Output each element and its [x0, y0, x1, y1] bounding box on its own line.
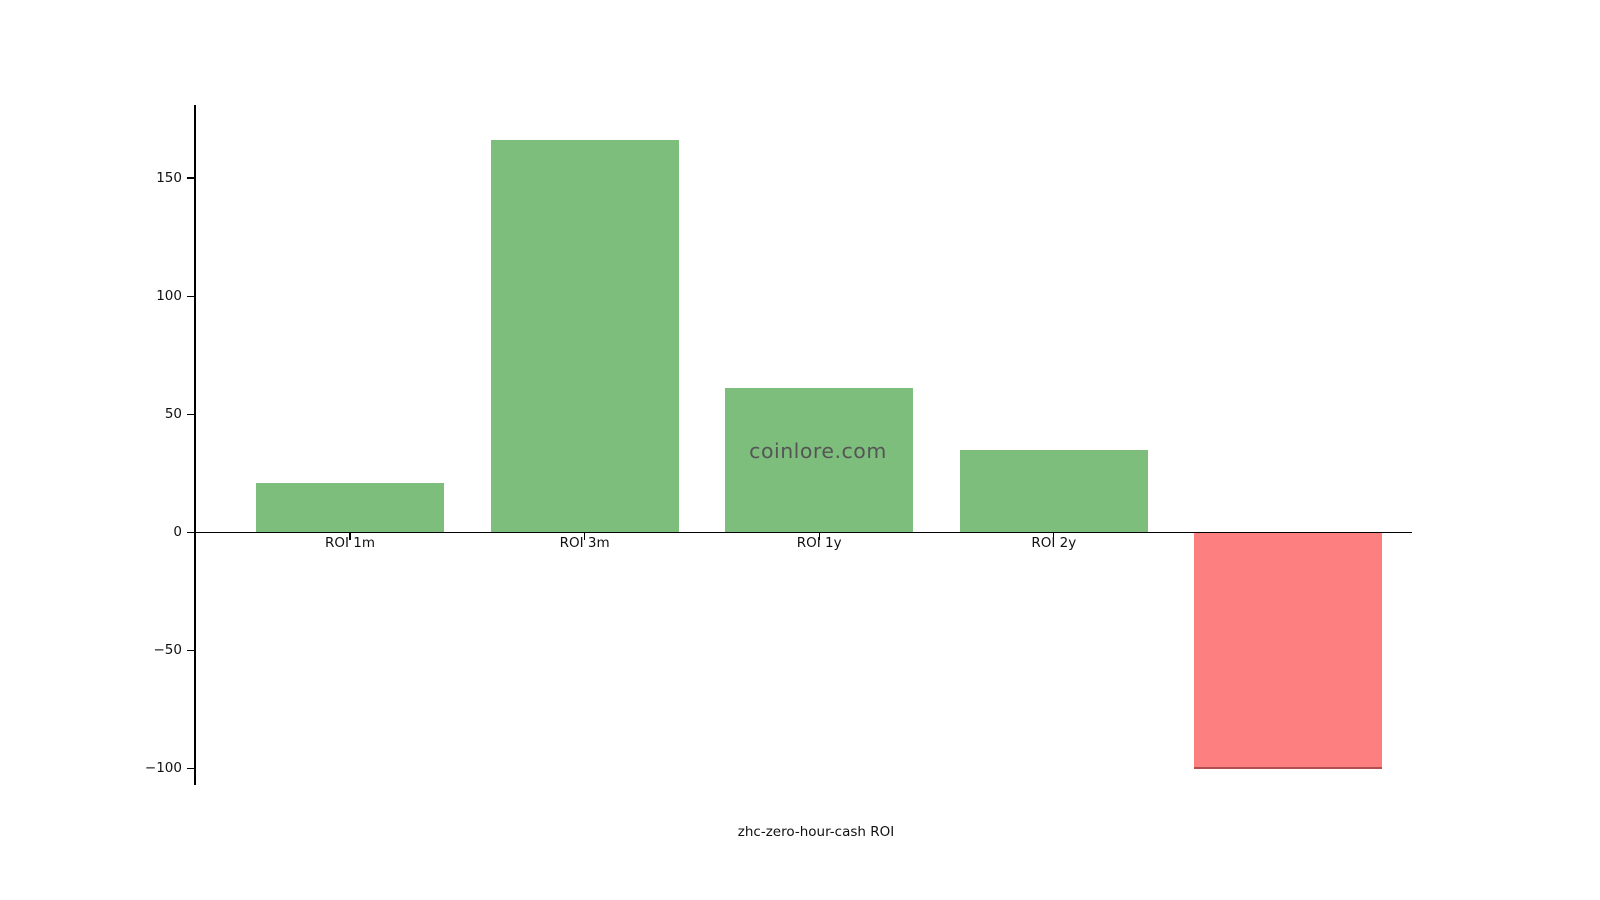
- x-tick-label: ROI 3m: [559, 534, 610, 551]
- y-tick: [187, 649, 194, 652]
- x-tick: [583, 532, 586, 541]
- bar: [490, 140, 679, 533]
- y-tick: [187, 295, 194, 297]
- x-axis-title: zhc-zero-hour-cash ROI: [737, 824, 895, 840]
- x-tick: [349, 532, 351, 541]
- bar: [725, 388, 914, 533]
- x-tick-label: ROI 1y: [796, 534, 842, 551]
- y-tick-label: 50: [164, 406, 182, 423]
- y-tick: [187, 177, 194, 179]
- y-axis-spine: [194, 105, 196, 785]
- watermark: coinlore.com: [749, 439, 887, 463]
- y-tick-label: −100: [144, 760, 182, 777]
- y-tick-label: 150: [156, 170, 182, 187]
- x-tick: [1053, 532, 1055, 541]
- x-tick-label: ROI 2y: [1031, 534, 1077, 551]
- x-axis-zero-line: [196, 531, 1412, 534]
- y-tick: [187, 531, 194, 534]
- y-tick-label: −50: [153, 642, 183, 659]
- bar: [256, 482, 444, 533]
- y-tick-label: 100: [156, 288, 182, 305]
- bar: [959, 449, 1148, 533]
- y-tick-label: 0: [173, 524, 182, 541]
- x-tick: [818, 532, 820, 541]
- y-tick: [187, 413, 194, 415]
- x-tick-label: ROI 1m: [324, 534, 376, 551]
- bar: [1194, 533, 1383, 770]
- y-tick: [187, 767, 194, 770]
